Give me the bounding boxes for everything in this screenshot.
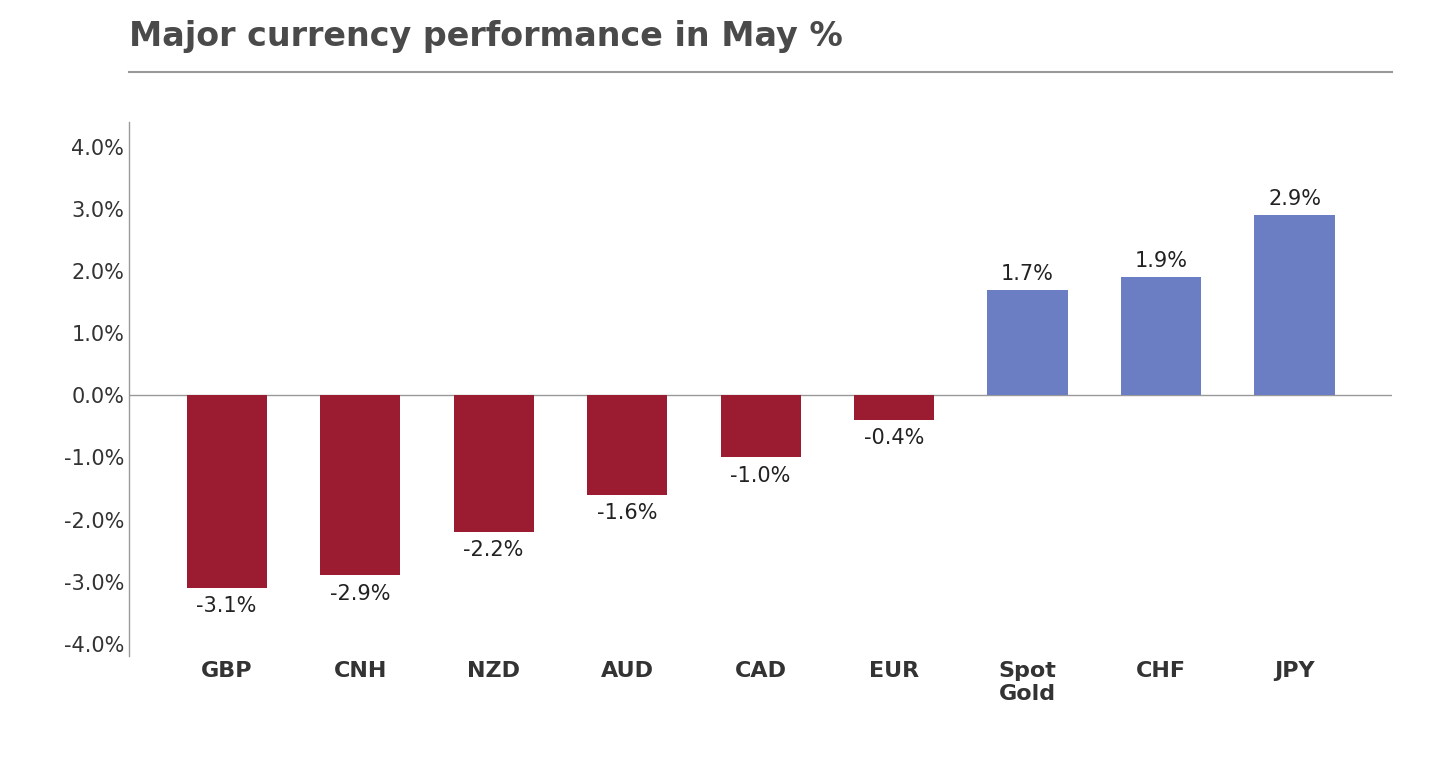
Text: 1.9%: 1.9% xyxy=(1135,251,1188,271)
Text: -1.6%: -1.6% xyxy=(597,503,657,523)
Text: -2.9%: -2.9% xyxy=(330,584,390,604)
Text: -1.0%: -1.0% xyxy=(730,465,791,485)
Text: Major currency performance in May %: Major currency performance in May % xyxy=(129,21,842,53)
Text: -2.2%: -2.2% xyxy=(464,540,524,560)
Bar xyxy=(1121,277,1201,395)
Bar xyxy=(987,290,1068,395)
Text: 1.7%: 1.7% xyxy=(1002,263,1053,284)
Text: -0.4%: -0.4% xyxy=(864,428,924,448)
Bar xyxy=(1254,215,1335,395)
Bar xyxy=(320,395,400,575)
Bar xyxy=(854,395,934,420)
Text: -3.1%: -3.1% xyxy=(197,596,257,616)
Bar xyxy=(587,395,667,494)
Bar xyxy=(187,395,267,588)
Text: 2.9%: 2.9% xyxy=(1269,189,1322,209)
Bar xyxy=(453,395,534,532)
Bar xyxy=(720,395,801,458)
